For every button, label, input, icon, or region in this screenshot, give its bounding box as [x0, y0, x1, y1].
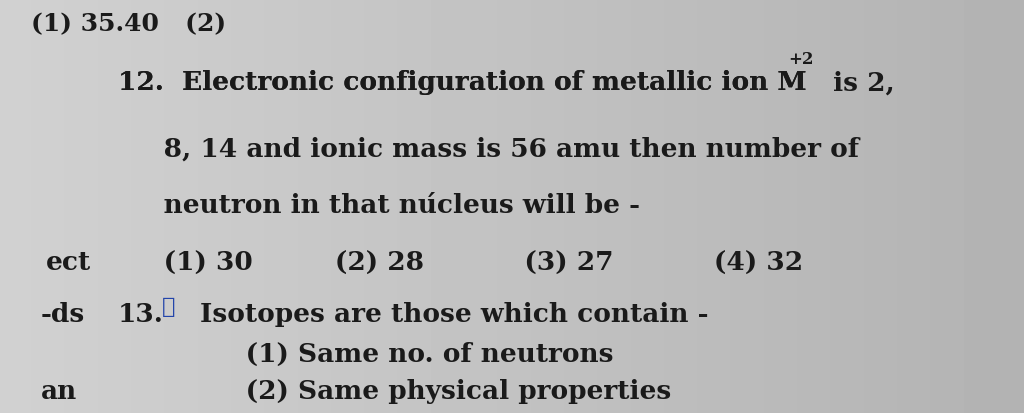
Text: 12.  Electronic configuration of metallic ion M: 12. Electronic configuration of metallic… — [118, 70, 806, 95]
Text: ect: ect — [46, 250, 91, 275]
Text: +2: +2 — [788, 50, 814, 67]
Text: is 2,: is 2, — [824, 70, 895, 95]
Text: (1) 30         (2) 28           (3) 27           (4) 32: (1) 30 (2) 28 (3) 27 (4) 32 — [118, 250, 803, 275]
Text: neutron in that núcleus will be -: neutron in that núcleus will be - — [118, 192, 640, 217]
Text: 8, 14 and ionic mass is 56 amu then number of: 8, 14 and ionic mass is 56 amu then numb… — [118, 136, 859, 161]
Text: (1) 35.40   (2): (1) 35.40 (2) — [31, 12, 226, 36]
Text: ✓: ✓ — [162, 295, 175, 317]
Text: Isotopes are those which contain -: Isotopes are those which contain - — [200, 301, 709, 326]
Text: an: an — [41, 378, 77, 403]
Text: 13.: 13. — [118, 301, 164, 326]
Text: (2) Same physical properties: (2) Same physical properties — [200, 378, 671, 403]
Text: 12.  Electronic configuration of metallic ion M: 12. Electronic configuration of metallic… — [118, 70, 806, 95]
Text: (1) Same no. of neutrons: (1) Same no. of neutrons — [200, 341, 613, 366]
Text: -ds: -ds — [41, 301, 85, 326]
